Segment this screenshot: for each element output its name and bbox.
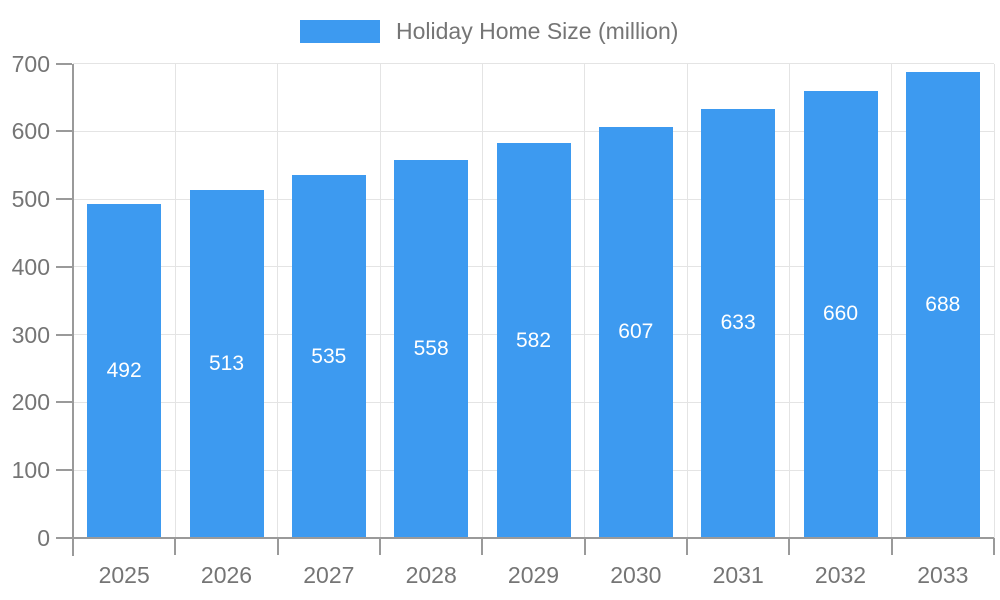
bar-2033[interactable] [905,71,980,538]
x-axis-label-2028: 2028 [405,562,457,588]
gridline-horizontal [73,130,994,132]
legend-swatch [300,20,380,43]
bar-2026[interactable] [189,190,264,538]
y-axis-tick [56,198,72,201]
gridline-vertical [174,63,176,538]
bar-value-label: 558 [413,336,449,360]
gridline-vertical [481,63,483,538]
x-axis-tick [686,538,688,555]
y-axis-label-300: 300 [11,321,50,348]
y-axis-line [72,63,74,556]
x-axis-tick [72,538,74,555]
x-axis-tick [583,538,586,555]
bar-value-label: 492 [106,359,142,383]
gridline-vertical [379,63,381,538]
x-axis-tick [276,538,279,555]
legend-item-holiday-home-size[interactable]: Holiday Home Size (million) [300,20,678,43]
y-axis-label-600: 600 [11,118,50,145]
bar-2032[interactable] [803,90,878,538]
y-axis-label-500: 500 [11,186,50,213]
y-axis-tick [56,130,72,133]
bar-2029[interactable] [496,143,571,538]
x-axis-label-2029: 2029 [507,562,560,588]
gridline-horizontal [73,63,994,64]
gridline-vertical [277,63,279,538]
x-axis-label-2027: 2027 [303,562,355,588]
legend-label: Holiday Home Size (million) [396,18,679,44]
x-axis-label-2030: 2030 [610,562,662,588]
bar-2027[interactable] [291,175,366,538]
y-axis-label-200: 200 [11,389,50,416]
x-axis-tick [481,538,484,555]
gridline-vertical [993,63,995,538]
bar-value-label: 660 [822,302,859,326]
y-axis-tick [56,469,72,472]
x-axis-label-2026: 2026 [200,562,253,588]
bar-2030[interactable] [598,126,673,538]
y-axis-label-700: 700 [11,50,50,77]
bar-2025[interactable] [87,204,162,538]
bar-value-label: 535 [311,344,347,368]
gridline-vertical [891,63,893,538]
y-axis-label-0: 0 [37,525,50,551]
x-axis-label-2025: 2025 [98,562,150,588]
x-axis-label-2033: 2033 [917,562,969,588]
y-axis-tick [56,62,72,65]
x-axis-label-2032: 2032 [814,562,867,588]
y-axis-label-100: 100 [11,457,50,484]
gridline-vertical [788,63,790,538]
y-axis-tick [56,401,72,404]
x-axis-line [73,537,994,539]
bar-value-label: 513 [208,352,245,376]
x-axis-tick [993,538,995,555]
gridline-vertical [686,63,688,538]
y-axis-tick [56,537,72,539]
x-axis-label-2031: 2031 [712,562,764,588]
x-axis-tick [379,538,381,555]
x-axis-tick [890,538,893,555]
bar-2031[interactable] [701,108,776,538]
bar-value-label: 688 [925,292,961,316]
bar-2028[interactable] [394,159,469,538]
y-axis-tick [56,333,72,336]
bar-value-label: 633 [720,311,756,335]
bar-value-label: 607 [618,320,654,344]
y-axis-label-400: 400 [11,253,50,280]
gridline-vertical [584,63,586,538]
y-axis-tick [56,265,72,268]
bar-value-label: 582 [515,328,552,352]
x-axis-tick [174,538,177,555]
x-axis-tick [788,538,791,555]
